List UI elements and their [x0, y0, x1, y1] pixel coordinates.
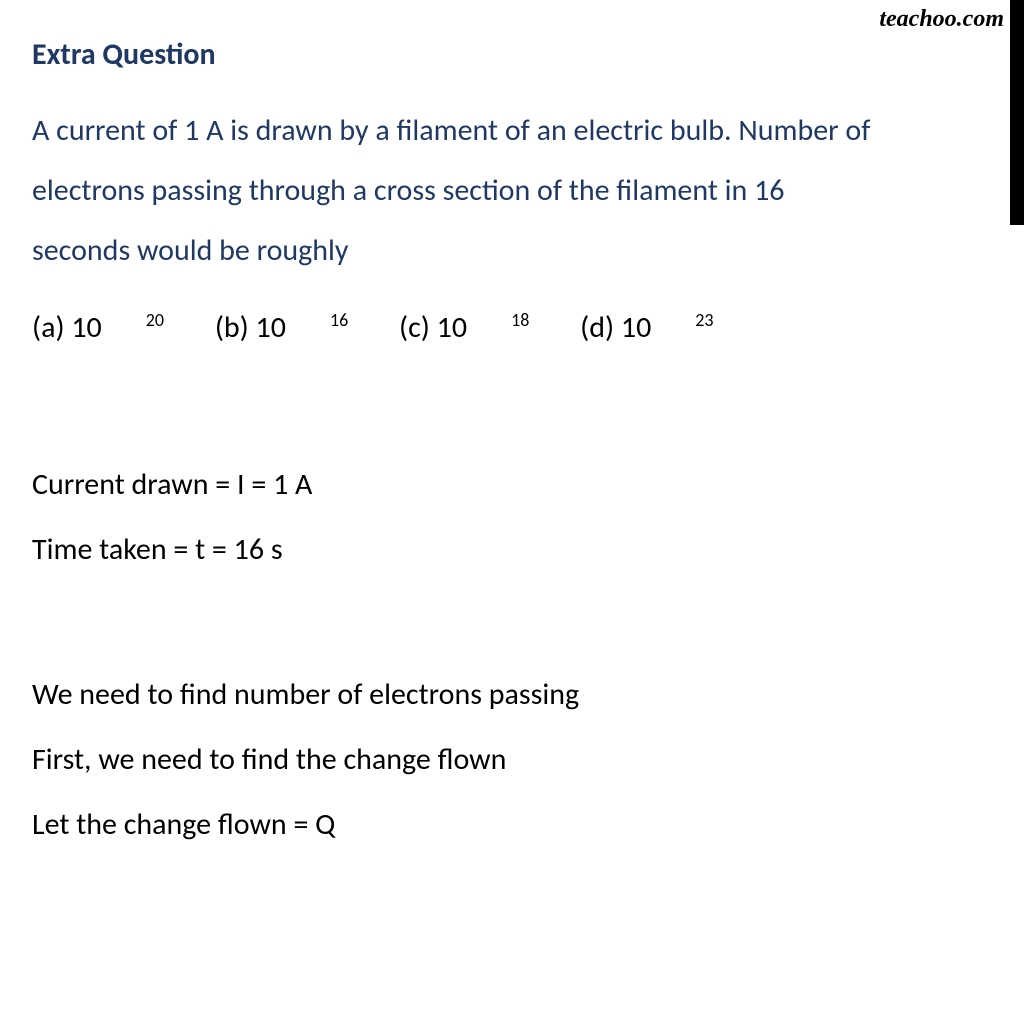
work-line-2: Time taken = t = 16 s: [32, 531, 992, 568]
section-heading: Extra Question: [32, 36, 992, 73]
page-content: Extra Question A current of 1 A is drawn…: [0, 0, 1024, 843]
work-line-4: First, we need to find the change flown: [32, 741, 992, 778]
option-a-label: (a) 10: [32, 309, 102, 346]
option-b-exp: 16: [330, 309, 348, 331]
option-b: (b) 10 16: [215, 309, 348, 346]
option-d-label: (d) 10: [580, 309, 651, 346]
option-a: (a) 10 20: [32, 309, 164, 346]
option-c-exp: 18: [511, 309, 529, 331]
work-line-1: Current drawn = I = 1 A: [32, 466, 992, 503]
options-row: (a) 10 20 (b) 10 16 (c) 10 18 (d) 10 23: [32, 309, 992, 346]
question-line-3: seconds would be roughly: [32, 221, 992, 281]
work-line-3: We need to find number of electrons pass…: [32, 676, 992, 713]
watermark-text: teachoo.com: [879, 6, 1004, 33]
option-c: (c) 10 18: [399, 309, 529, 346]
question-line-1: A current of 1 A is drawn by a filament …: [32, 101, 992, 161]
question-text: A current of 1 A is drawn by a filament …: [32, 101, 992, 281]
option-d-exp: 23: [695, 309, 713, 331]
option-d: (d) 10 23: [580, 309, 713, 346]
option-b-label: (b) 10: [215, 309, 286, 346]
option-a-exp: 20: [146, 309, 164, 331]
right-border-strip: [1010, 0, 1024, 225]
work-line-5: Let the change flown = Q: [32, 806, 992, 843]
option-c-label: (c) 10: [399, 309, 467, 346]
question-line-2: electrons passing through a cross sectio…: [32, 161, 992, 221]
spacing-gap: [32, 596, 992, 676]
